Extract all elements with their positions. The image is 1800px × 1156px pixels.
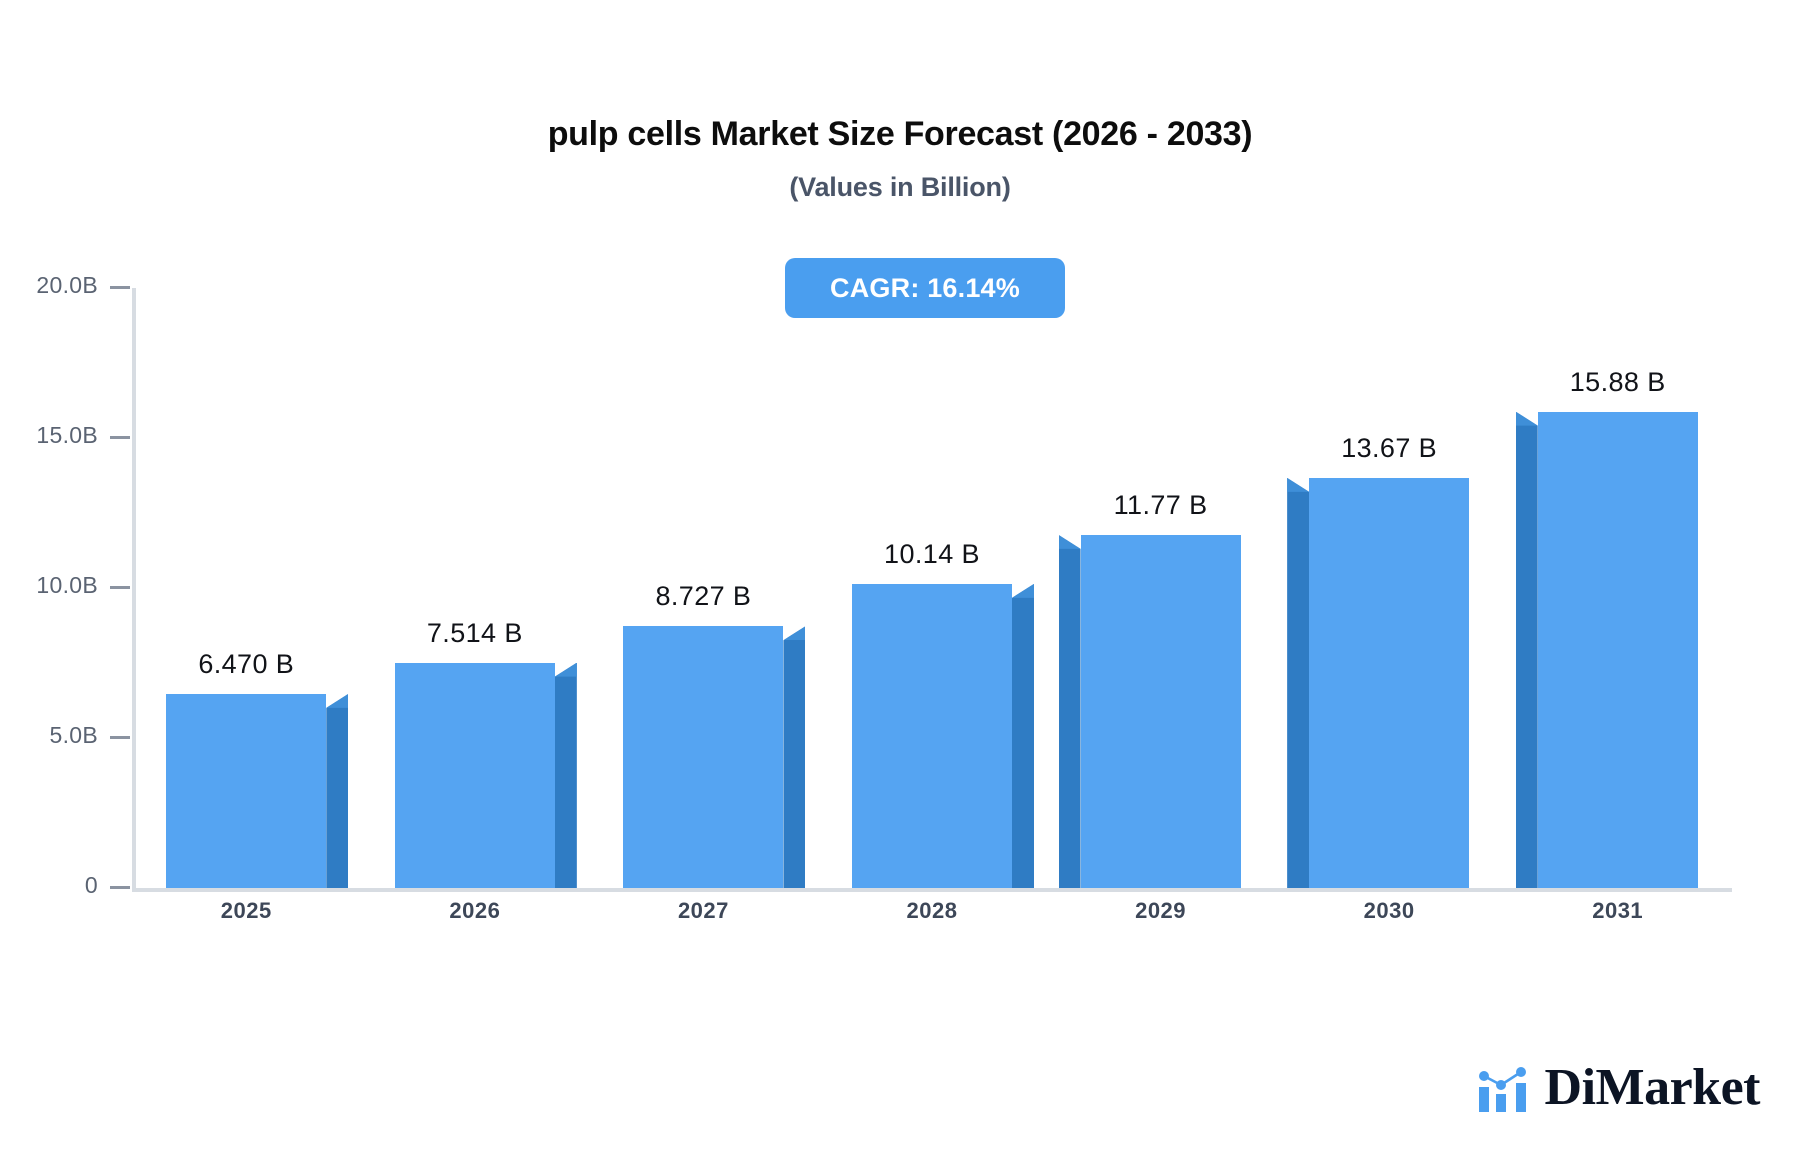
y-axis-tick-label: 10.0B bbox=[36, 572, 98, 598]
bar-value-label: 11.77 B bbox=[1113, 489, 1208, 520]
dimarket-logo: DiMarket bbox=[1475, 1059, 1761, 1116]
bar-value-label: 7.514 B bbox=[426, 617, 523, 648]
bar: 10.14 B bbox=[852, 288, 1034, 888]
y-axis-tick-label: 0 bbox=[84, 872, 98, 898]
bar-side-face bbox=[783, 626, 806, 888]
bar-front-face bbox=[166, 693, 327, 888]
bar-top-face bbox=[1515, 411, 1538, 426]
bar-front-face bbox=[623, 626, 784, 888]
bar-side-face bbox=[554, 662, 577, 888]
bar: 15.88 B bbox=[1515, 288, 1698, 888]
bar: 8.727 B bbox=[623, 288, 806, 888]
bar-side-face bbox=[1515, 411, 1538, 888]
bar: 6.470 B bbox=[166, 288, 349, 888]
bar-front-face bbox=[852, 583, 1012, 888]
x-axis-label: 2026 bbox=[449, 898, 501, 923]
bar-side-face bbox=[1012, 583, 1034, 888]
bar-top-face bbox=[326, 693, 349, 708]
bar-side-face bbox=[326, 693, 349, 888]
bar-body bbox=[1515, 411, 1698, 888]
bar-body bbox=[1058, 534, 1241, 888]
y-axis-tick-mark bbox=[110, 586, 130, 589]
bar-value-label: 8.727 B bbox=[655, 581, 752, 612]
bar-front-face bbox=[1309, 477, 1470, 888]
bar-series: 6.470 B 7.514 B 8.727 B 10.14 B 11.77 B 13.67… bbox=[132, 288, 1732, 888]
bar-body bbox=[394, 662, 577, 888]
x-axis-label: 2025 bbox=[220, 898, 272, 923]
bar-value-label: 15.88 B bbox=[1569, 366, 1666, 397]
x-axis-label: 2027 bbox=[677, 898, 729, 923]
bar-side-face bbox=[1287, 477, 1310, 888]
x-axis-label: 2030 bbox=[1363, 898, 1415, 923]
bar-top-face bbox=[554, 662, 577, 677]
x-axis-label: 2029 bbox=[1135, 898, 1187, 923]
bar-body bbox=[166, 693, 349, 888]
bar-value-label: 10.14 B bbox=[884, 538, 980, 569]
x-axis-line bbox=[132, 888, 1732, 892]
bar-top-face bbox=[1012, 583, 1034, 598]
bar-front-face bbox=[1080, 534, 1241, 888]
cagr-badge-label: CAGR: 16.14% bbox=[830, 272, 1020, 303]
bar: 7.514 B bbox=[394, 288, 577, 888]
y-axis-tick-label: 20.0B bbox=[36, 272, 98, 298]
chart-title: pulp cells Market Size Forecast (2026 - … bbox=[547, 115, 1253, 153]
y-axis-tick-mark bbox=[110, 436, 130, 439]
x-axis-labels: 2025 2026 2027 2028 2029 2030 2031 bbox=[132, 898, 1732, 938]
bar-top-face bbox=[783, 626, 806, 641]
bar-chart-logo-icon bbox=[1475, 1062, 1531, 1114]
bar-value-label: 6.470 B bbox=[198, 648, 295, 679]
bar-value-label: 13.67 B bbox=[1341, 432, 1438, 463]
y-axis-tick-label: 5.0B bbox=[49, 722, 98, 748]
bar: 11.77 B bbox=[1058, 288, 1241, 888]
x-axis-label: 2028 bbox=[906, 898, 958, 923]
y-axis-tick-mark bbox=[110, 886, 130, 889]
bar-body bbox=[623, 626, 806, 888]
logo-wordmark: DiMarket bbox=[1544, 1059, 1761, 1116]
bar-top-face bbox=[1058, 534, 1081, 549]
bar-front-face bbox=[394, 662, 555, 888]
cagr-badge: CAGR: 16.14% bbox=[785, 258, 1065, 318]
y-axis-tick-label: 15.0B bbox=[36, 422, 98, 448]
bar-top-face bbox=[1287, 477, 1310, 492]
y-axis-tick-mark bbox=[110, 286, 130, 289]
bar: 13.67 B bbox=[1287, 288, 1470, 888]
bar-front-face bbox=[1537, 411, 1698, 888]
y-axis-line bbox=[132, 288, 136, 888]
plot-area: 0 5.0B 10.0B 15.0B 20.0B 6.470 B 7.514 B 8.727… bbox=[36, 272, 1732, 898]
chart-subtitle: (Values in Billion) bbox=[789, 172, 1011, 202]
bar-body bbox=[852, 583, 1034, 888]
y-axis-tick-mark bbox=[110, 736, 130, 739]
x-axis-label: 2031 bbox=[1592, 898, 1644, 923]
bar-body bbox=[1287, 477, 1470, 888]
bar-side-face bbox=[1058, 534, 1081, 888]
